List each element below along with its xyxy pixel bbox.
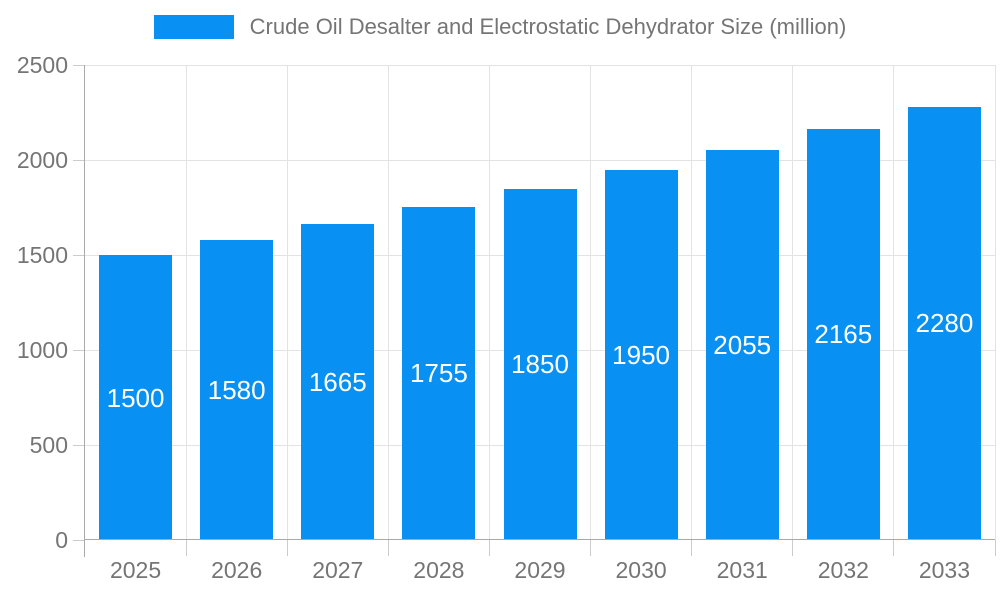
x-tick-label: 2025 <box>109 557 162 583</box>
v-gridline <box>488 65 490 540</box>
x-tick-label: 2032 <box>817 557 869 583</box>
x-axis-tick <box>994 540 996 556</box>
v-gridline <box>387 65 389 540</box>
v-gridline <box>286 65 288 540</box>
x-axis-tick <box>691 540 693 556</box>
x-tick-label: 2028 <box>413 557 465 583</box>
bar-value-label: 1755 <box>409 358 468 389</box>
y-tick-label: 0 <box>55 527 68 553</box>
bar[interactable] <box>99 255 173 540</box>
v-gridline <box>994 65 996 540</box>
legend-series-label: Crude Oil Desalter and Electrostatic Deh… <box>249 14 847 39</box>
bar[interactable] <box>806 128 880 540</box>
x-axis-tick <box>488 540 490 556</box>
bar-value-label: 1500 <box>106 382 165 413</box>
y-axis-tick <box>73 444 85 446</box>
v-gridline <box>792 65 794 540</box>
x-tick-label: 2027 <box>312 557 364 583</box>
x-tick-label: 2033 <box>918 557 971 583</box>
bar-value-label: 2165 <box>814 319 873 350</box>
x-axis-tick <box>893 540 895 556</box>
x-axis-tick <box>792 540 794 556</box>
y-axis-tick <box>73 64 85 66</box>
y-tick-label: 1000 <box>16 337 68 363</box>
bar-value-label: 2055 <box>713 329 772 360</box>
v-gridline <box>691 65 693 540</box>
bar-value-label: 1850 <box>511 349 569 380</box>
x-tick-label: 2031 <box>716 557 768 583</box>
bar-value-label: 1665 <box>308 366 367 397</box>
x-tick-label: 2029 <box>514 557 566 583</box>
v-gridline <box>893 65 895 540</box>
x-axis-line <box>85 539 995 540</box>
bar[interactable] <box>301 223 375 540</box>
y-tick-label: 2000 <box>16 147 68 173</box>
x-axis-tick <box>387 540 389 556</box>
bar[interactable] <box>907 106 981 540</box>
y-tick-label: 500 <box>29 432 68 458</box>
y-axis-tick <box>73 254 85 256</box>
h-gridline <box>85 64 995 66</box>
bar[interactable] <box>503 188 577 540</box>
bar-value-label: 2280 <box>915 308 974 339</box>
legend-swatch-icon <box>153 15 234 39</box>
bar-value-label: 1950 <box>612 339 671 370</box>
x-axis-tick <box>286 540 288 556</box>
bar-value-label: 1580 <box>207 374 266 405</box>
h-gridline <box>85 159 995 161</box>
bar[interactable] <box>200 239 274 540</box>
chart-legend[interactable]: Crude Oil Desalter and Electrostatic Deh… <box>0 14 1000 40</box>
y-tick-label: 1500 <box>16 242 68 268</box>
x-tick-label: 2030 <box>615 557 667 583</box>
y-tick-label: 2500 <box>16 52 68 78</box>
bar[interactable] <box>705 149 779 540</box>
y-axis-line <box>84 65 85 557</box>
x-axis-tick <box>590 540 592 556</box>
v-gridline <box>185 65 187 540</box>
y-axis-tick <box>73 349 85 351</box>
x-tick-label: 2026 <box>211 557 263 583</box>
y-axis-tick <box>73 159 85 161</box>
bar[interactable] <box>402 206 476 540</box>
x-axis-tick <box>185 540 187 556</box>
y-axis-tick <box>73 539 85 541</box>
bar[interactable] <box>604 169 678 540</box>
v-gridline <box>590 65 592 540</box>
